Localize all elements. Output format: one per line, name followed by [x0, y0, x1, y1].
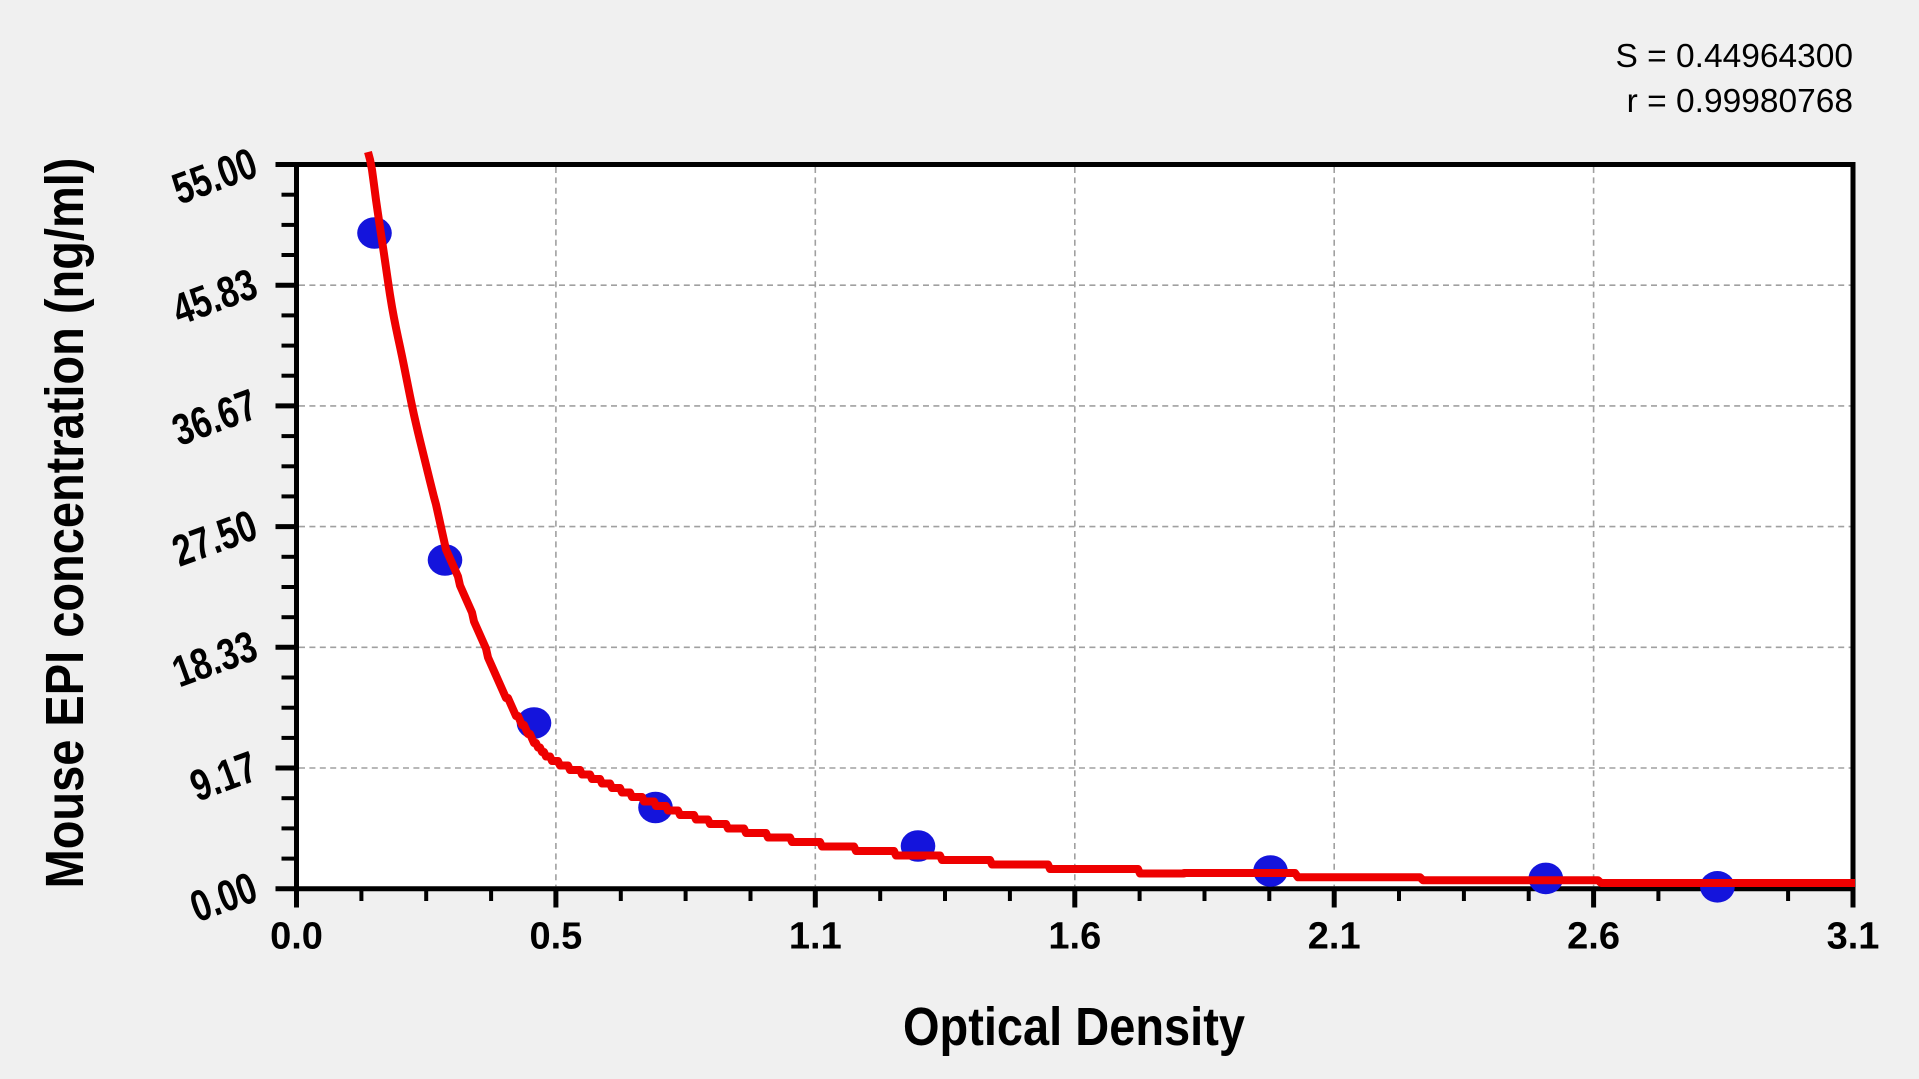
svg-text:2.1: 2.1 [1308, 916, 1361, 958]
svg-text:45.83: 45.83 [166, 260, 263, 335]
svg-text:Optical Density: Optical Density [903, 996, 1245, 1057]
svg-text:0.0: 0.0 [270, 916, 323, 958]
svg-text:2.6: 2.6 [1567, 916, 1620, 958]
svg-text:55.00: 55.00 [166, 139, 263, 214]
svg-text:9.17: 9.17 [184, 742, 264, 811]
svg-text:36.67: 36.67 [166, 380, 263, 455]
svg-text:0.5: 0.5 [529, 916, 582, 958]
svg-text:1.1: 1.1 [789, 916, 842, 958]
svg-text:27.50: 27.50 [166, 501, 263, 576]
svg-text:18.33: 18.33 [166, 622, 263, 697]
svg-text:3.1: 3.1 [1827, 916, 1880, 958]
svg-text:1.6: 1.6 [1048, 916, 1101, 958]
svg-text:S = 0.44964300: S = 0.44964300 [1615, 38, 1853, 75]
svg-text:Mouse EPI concentration (ng/ml: Mouse EPI concentration (ng/ml) [34, 158, 95, 889]
svg-text:r = 0.99980768: r = 0.99980768 [1627, 83, 1853, 120]
svg-text:0.00: 0.00 [184, 863, 264, 932]
